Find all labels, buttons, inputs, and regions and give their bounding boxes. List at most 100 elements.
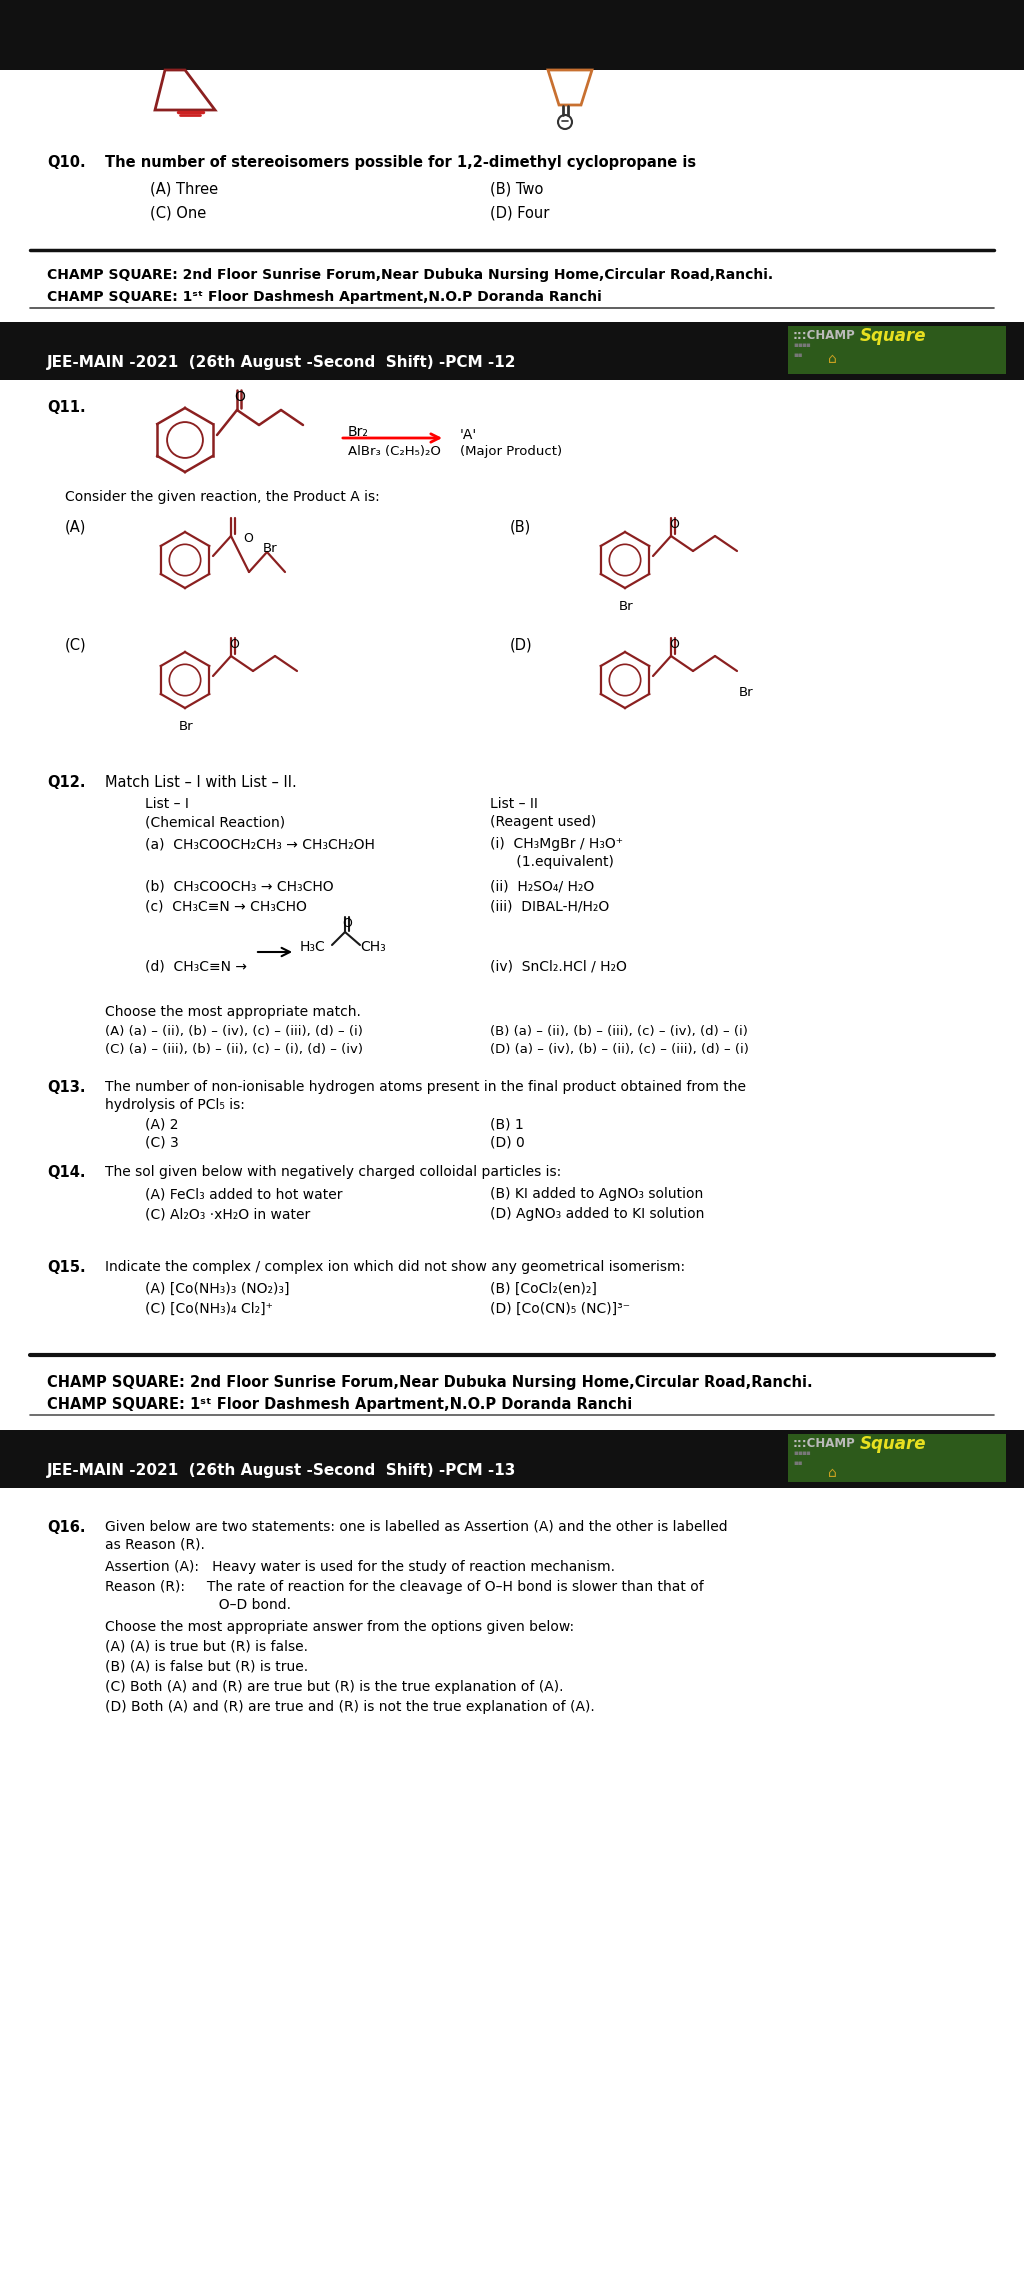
Text: (A) (A) is true but (R) is false.: (A) (A) is true but (R) is false. (105, 1640, 308, 1654)
Text: ▪: ▪ (793, 1449, 798, 1456)
Text: Br: Br (263, 541, 278, 555)
Text: CHAMP SQUARE: 2nd Floor Sunrise Forum,Near Dubuka Nursing Home,Circular Road,Ran: CHAMP SQUARE: 2nd Floor Sunrise Forum,Ne… (47, 268, 773, 282)
Text: Q12.: Q12. (47, 776, 85, 789)
Text: (C) (a) – (iii), (b) – (ii), (c) – (i), (d) – (iv): (C) (a) – (iii), (b) – (ii), (c) – (i), … (105, 1042, 362, 1056)
Text: (A) (a) – (ii), (b) – (iv), (c) – (iii), (d) – (i): (A) (a) – (ii), (b) – (iv), (c) – (iii),… (105, 1026, 362, 1037)
Text: (C) Al₂O₃ ·xH₂O in water: (C) Al₂O₃ ·xH₂O in water (145, 1208, 310, 1222)
Text: CH₃: CH₃ (360, 940, 386, 953)
Text: 'A': 'A' (460, 428, 477, 441)
Text: O: O (229, 637, 239, 651)
Text: (D) AgNO₃ added to KI solution: (D) AgNO₃ added to KI solution (490, 1208, 705, 1222)
Text: (b)  CH₃COOCH₃ → CH₃CHO: (b) CH₃COOCH₃ → CH₃CHO (145, 880, 334, 894)
Text: (A) FeCl₃ added to hot water: (A) FeCl₃ added to hot water (145, 1188, 342, 1201)
Bar (0, 1431, 1024, 1488)
Text: ▪: ▪ (801, 1449, 806, 1456)
Text: ▪: ▪ (805, 341, 810, 348)
Text: (C) Both (A) and (R) are true but (R) is the true explanation of (A).: (C) Both (A) and (R) are true but (R) is… (105, 1679, 563, 1695)
Text: H₃C: H₃C (300, 940, 326, 953)
Text: The sol given below with negatively charged colloidal particles is:: The sol given below with negatively char… (105, 1165, 561, 1178)
Text: Square: Square (860, 328, 927, 346)
Text: O–D bond.: O–D bond. (105, 1597, 291, 1613)
Text: (Reagent used): (Reagent used) (490, 814, 596, 828)
Text: ▪▪: ▪▪ (793, 1461, 803, 1465)
Text: CHAMP SQUARE: 2nd Floor Sunrise Forum,Near Dubuka Nursing Home,Circular Road,Ran: CHAMP SQUARE: 2nd Floor Sunrise Forum,Ne… (47, 1374, 813, 1390)
Text: ▪: ▪ (805, 1449, 810, 1456)
Text: O: O (234, 389, 245, 405)
Text: (B) (a) – (ii), (b) – (iii), (c) – (iv), (d) – (i): (B) (a) – (ii), (b) – (iii), (c) – (iv),… (490, 1026, 748, 1037)
Text: (d)  CH₃C≡N →: (d) CH₃C≡N → (145, 960, 247, 974)
Text: List – II: List – II (490, 796, 538, 810)
Text: (Chemical Reaction): (Chemical Reaction) (145, 814, 285, 828)
Text: (A): (A) (65, 521, 86, 535)
Bar (0, 323, 1024, 380)
Text: ▪: ▪ (801, 341, 806, 348)
Text: Assertion (A):   Heavy water is used for the study of reaction mechanism.: Assertion (A): Heavy water is used for t… (105, 1561, 615, 1574)
Text: ⌂: ⌂ (828, 353, 837, 366)
Text: Br: Br (739, 687, 754, 698)
Text: Br: Br (179, 719, 194, 733)
Text: (B): (B) (510, 521, 531, 535)
Text: (Major Product): (Major Product) (460, 446, 562, 457)
Text: Square: Square (860, 1436, 927, 1454)
Text: (B) 1: (B) 1 (490, 1117, 523, 1133)
Text: Q11.: Q11. (47, 400, 86, 414)
Text: O: O (243, 532, 253, 546)
Text: :::CHAMP: :::CHAMP (793, 330, 856, 341)
Bar (788, 325, 1006, 373)
Text: ▪: ▪ (793, 341, 798, 348)
Text: (1.equivalent): (1.equivalent) (490, 855, 613, 869)
Text: Q14.: Q14. (47, 1165, 85, 1181)
Text: Q10.: Q10. (47, 155, 86, 171)
Text: List – I: List – I (145, 796, 188, 810)
Text: (B) Two: (B) Two (490, 182, 544, 198)
Polygon shape (548, 71, 592, 105)
Text: CHAMP SQUARE: 1ˢᵗ Floor Dashmesh Apartment,N.O.P Doranda Ranchi: CHAMP SQUARE: 1ˢᵗ Floor Dashmesh Apartme… (47, 1397, 632, 1413)
Polygon shape (155, 71, 215, 109)
Text: (B) KI added to AgNO₃ solution: (B) KI added to AgNO₃ solution (490, 1188, 703, 1201)
Text: (B) [CoCl₂(en)₂]: (B) [CoCl₂(en)₂] (490, 1283, 597, 1297)
Text: Match List – I with List – II.: Match List – I with List – II. (105, 776, 297, 789)
Text: Q15.: Q15. (47, 1260, 86, 1274)
Text: (A) Three: (A) Three (150, 182, 218, 198)
Text: JEE-MAIN -2021  (26th August -Second  Shift) -PCM -12: JEE-MAIN -2021 (26th August -Second Shif… (47, 355, 516, 371)
Text: :::CHAMP: :::CHAMP (793, 1438, 856, 1449)
Text: (A) 2: (A) 2 (145, 1117, 178, 1133)
Text: (a)  CH₃COOCH₂CH₃ → CH₃CH₂OH: (a) CH₃COOCH₂CH₃ → CH₃CH₂OH (145, 837, 375, 851)
Text: Reason (R):     The rate of reaction for the cleavage of O–H bond is slower than: Reason (R): The rate of reaction for the… (105, 1581, 703, 1595)
Text: (C) 3: (C) 3 (145, 1135, 179, 1149)
Text: O: O (669, 519, 679, 530)
Text: (D) [Co(CN)₅ (NC)]³⁻: (D) [Co(CN)₅ (NC)]³⁻ (490, 1301, 630, 1315)
Text: Choose the most appropriate answer from the options given below:: Choose the most appropriate answer from … (105, 1620, 574, 1633)
Text: (iv)  SnCl₂.HCl / H₂O: (iv) SnCl₂.HCl / H₂O (490, 960, 627, 974)
Text: Br₂: Br₂ (348, 425, 369, 439)
Text: ▪▪: ▪▪ (793, 353, 803, 357)
Text: (D) 0: (D) 0 (490, 1135, 524, 1149)
Text: Br: Br (618, 601, 634, 612)
Text: (i)  CH₃MgBr / H₃O⁺: (i) CH₃MgBr / H₃O⁺ (490, 837, 623, 851)
Text: O: O (342, 917, 352, 930)
Text: (D) Four: (D) Four (490, 205, 549, 221)
Text: CHAMP SQUARE: 1ˢᵗ Floor Dashmesh Apartment,N.O.P Doranda Ranchi: CHAMP SQUARE: 1ˢᵗ Floor Dashmesh Apartme… (47, 289, 602, 305)
Text: Choose the most appropriate match.: Choose the most appropriate match. (105, 1006, 360, 1019)
Text: (c)  CH₃C≡N → CH₃CHO: (c) CH₃C≡N → CH₃CHO (145, 901, 307, 915)
Text: (D) Both (A) and (R) are true and (R) is not the true explanation of (A).: (D) Both (A) and (R) are true and (R) is… (105, 1699, 595, 1713)
Text: (iii)  DIBAL-H/H₂O: (iii) DIBAL-H/H₂O (490, 901, 609, 915)
Text: The number of non-ionisable hydrogen atoms present in the final product obtained: The number of non-ionisable hydrogen ato… (105, 1081, 746, 1094)
Text: (D) (a) – (iv), (b) – (ii), (c) – (iii), (d) – (i): (D) (a) – (iv), (b) – (ii), (c) – (iii),… (490, 1042, 749, 1056)
Text: (ii)  H₂SO₄/ H₂O: (ii) H₂SO₄/ H₂O (490, 880, 594, 894)
Text: JEE-MAIN -2021  (26th August -Second  Shift) -PCM -13: JEE-MAIN -2021 (26th August -Second Shif… (47, 1463, 516, 1479)
Text: Indicate the complex / complex ion which did not show any geometrical isomerism:: Indicate the complex / complex ion which… (105, 1260, 685, 1274)
Text: (A) [Co(NH₃)₃ (NO₂)₃]: (A) [Co(NH₃)₃ (NO₂)₃] (145, 1283, 290, 1297)
Text: The number of stereoisomers possible for 1,2-dimethyl cyclopropane is: The number of stereoisomers possible for… (105, 155, 696, 171)
Bar (0, 0, 1024, 71)
Text: (B) (A) is false but (R) is true.: (B) (A) is false but (R) is true. (105, 1661, 308, 1674)
Text: (C) One: (C) One (150, 205, 206, 221)
Text: as Reason (R).: as Reason (R). (105, 1538, 205, 1552)
Text: ▪: ▪ (797, 1449, 802, 1456)
Text: (D): (D) (510, 637, 532, 653)
Text: Q16.: Q16. (47, 1520, 85, 1536)
Bar (788, 1433, 1006, 1481)
Text: O: O (669, 637, 679, 651)
Text: ▪: ▪ (797, 341, 802, 348)
Text: (C): (C) (65, 637, 87, 653)
